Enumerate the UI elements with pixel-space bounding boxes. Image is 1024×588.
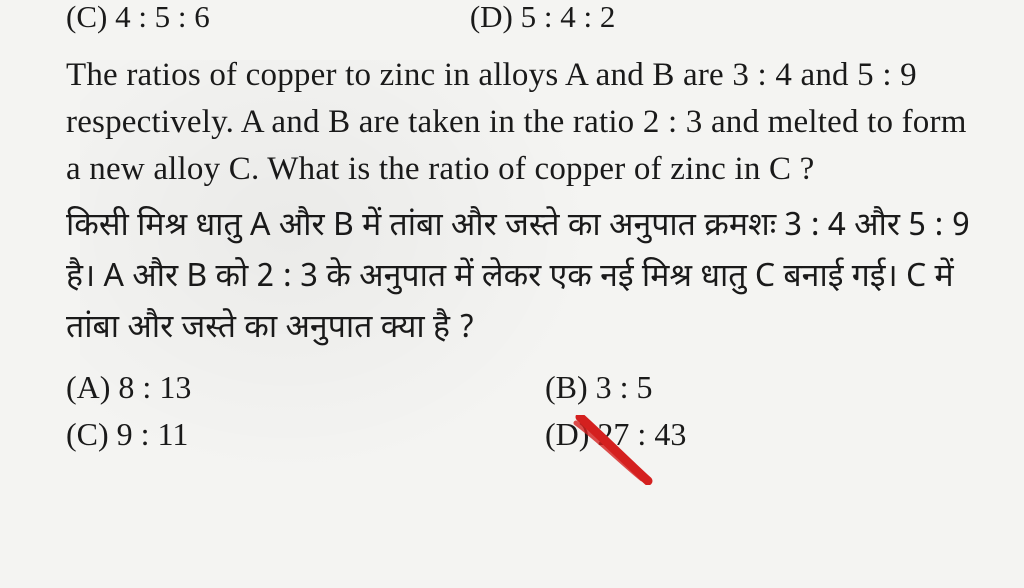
exam-question-page: (C) 4 : 5 : 6 (D) 5 : 4 : 2 The ratios o…	[0, 0, 1024, 457]
previous-question-options-partial: (C) 4 : 5 : 6 (D) 5 : 4 : 2	[66, 0, 984, 34]
prev-option-d: (D) 5 : 4 : 2	[470, 0, 616, 34]
option-c: (C) 9 : 11	[66, 413, 505, 456]
question-text-english: The ratios of copper to zinc in alloys A…	[66, 52, 984, 193]
option-b: (B) 3 : 5	[545, 366, 984, 409]
question-text-hindi: किसी मिश्र धातु A और B में तांबा और जस्त…	[66, 203, 984, 357]
prev-option-c: (C) 4 : 5 : 6	[66, 0, 210, 34]
answer-options: (A) 8 : 13 (B) 3 : 5 (C) 9 : 11 (D) 27 :…	[66, 366, 984, 456]
option-a: (A) 8 : 13	[66, 366, 505, 409]
option-d: (D) 27 : 43	[545, 413, 984, 456]
